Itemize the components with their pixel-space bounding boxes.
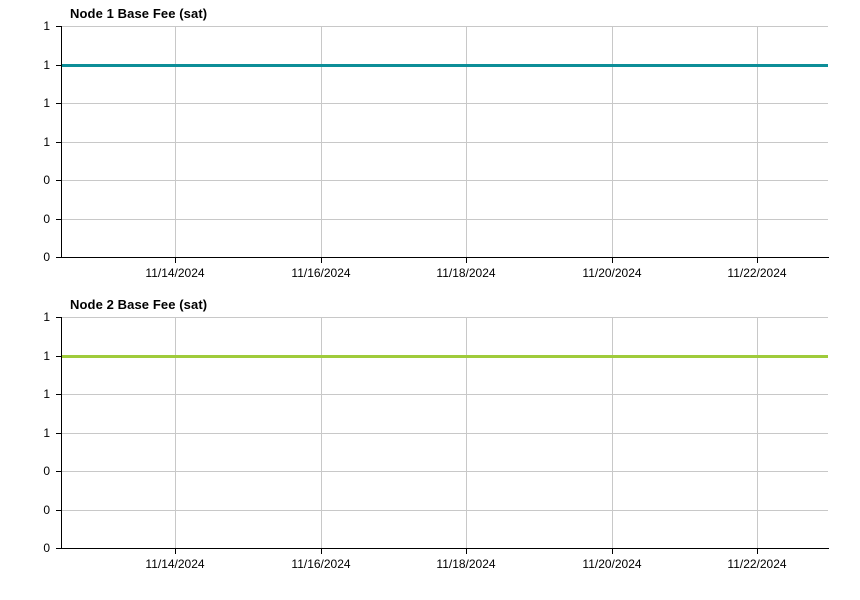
y-axis-label: 0 xyxy=(43,503,50,517)
gridline-vertical xyxy=(757,317,758,548)
y-axis-label: 1 xyxy=(43,19,50,33)
gridline-horizontal xyxy=(62,142,828,143)
x-axis-line xyxy=(61,548,829,549)
gridline-vertical xyxy=(466,317,467,548)
gridline-horizontal xyxy=(62,317,828,318)
y-axis-tick xyxy=(56,548,61,549)
y-axis-tick xyxy=(56,433,61,434)
gridline-vertical xyxy=(612,26,613,257)
x-axis-tick xyxy=(175,549,176,554)
gridline-horizontal xyxy=(62,103,828,104)
gridline-horizontal xyxy=(62,394,828,395)
y-axis-tick xyxy=(56,219,61,220)
y-axis-tick xyxy=(56,356,61,357)
x-axis-tick xyxy=(612,549,613,554)
x-axis-label: 11/14/2024 xyxy=(145,266,205,280)
x-axis-tick xyxy=(321,549,322,554)
y-axis-label: 1 xyxy=(43,387,50,401)
x-axis-label: 11/20/2024 xyxy=(582,266,642,280)
x-axis-label: 11/20/2024 xyxy=(582,557,642,571)
y-axis-line xyxy=(61,317,62,549)
gridline-horizontal xyxy=(62,510,828,511)
x-axis-tick xyxy=(757,549,758,554)
plot-area xyxy=(62,26,828,257)
y-axis-tick xyxy=(56,471,61,472)
x-axis-label: 11/22/2024 xyxy=(727,266,787,280)
y-axis-label: 1 xyxy=(43,310,50,324)
gridline-horizontal xyxy=(62,471,828,472)
y-axis-label: 0 xyxy=(43,541,50,555)
y-axis-tick xyxy=(56,142,61,143)
gridline-vertical xyxy=(175,26,176,257)
gridline-horizontal xyxy=(62,219,828,220)
y-axis-label: 1 xyxy=(43,349,50,363)
gridline-vertical xyxy=(757,26,758,257)
y-axis-label: 0 xyxy=(43,464,50,478)
y-axis-label: 0 xyxy=(43,173,50,187)
plot-area xyxy=(62,317,828,548)
y-axis-line xyxy=(61,26,62,258)
y-axis-label: 1 xyxy=(43,58,50,72)
x-axis-label: 11/22/2024 xyxy=(727,557,787,571)
y-axis-tick xyxy=(56,65,61,66)
gridline-horizontal xyxy=(62,180,828,181)
y-axis-label: 1 xyxy=(43,135,50,149)
y-axis-label: 1 xyxy=(43,96,50,110)
chart-title: Node 2 Base Fee (sat) xyxy=(70,297,208,312)
gridline-vertical xyxy=(612,317,613,548)
x-axis-label: 11/18/2024 xyxy=(436,557,496,571)
y-axis-label: 0 xyxy=(43,250,50,264)
x-axis-label: 11/14/2024 xyxy=(145,557,205,571)
y-axis-label: 0 xyxy=(43,212,50,226)
y-axis-tick xyxy=(56,394,61,395)
x-axis-tick xyxy=(175,258,176,263)
gridline-horizontal xyxy=(62,433,828,434)
y-axis-tick xyxy=(56,257,61,258)
y-axis-tick xyxy=(56,317,61,318)
y-axis-label: 1 xyxy=(43,426,50,440)
y-axis-tick xyxy=(56,103,61,104)
gridline-vertical xyxy=(466,26,467,257)
series-line xyxy=(62,355,828,358)
y-axis-tick xyxy=(56,26,61,27)
series-line xyxy=(62,64,828,67)
y-axis-tick xyxy=(56,180,61,181)
gridline-horizontal xyxy=(62,26,828,27)
y-axis-tick xyxy=(56,510,61,511)
x-axis-tick xyxy=(612,258,613,263)
gridline-vertical xyxy=(175,317,176,548)
x-axis-tick xyxy=(757,258,758,263)
gridline-vertical xyxy=(321,26,322,257)
x-axis-label: 11/18/2024 xyxy=(436,266,496,280)
x-axis-label: 11/16/2024 xyxy=(291,266,351,280)
gridline-vertical xyxy=(321,317,322,548)
chart-title: Node 1 Base Fee (sat) xyxy=(70,6,208,21)
x-axis-label: 11/16/2024 xyxy=(291,557,351,571)
x-axis-tick xyxy=(466,549,467,554)
x-axis-tick xyxy=(466,258,467,263)
x-axis-tick xyxy=(321,258,322,263)
x-axis-line xyxy=(61,257,829,258)
